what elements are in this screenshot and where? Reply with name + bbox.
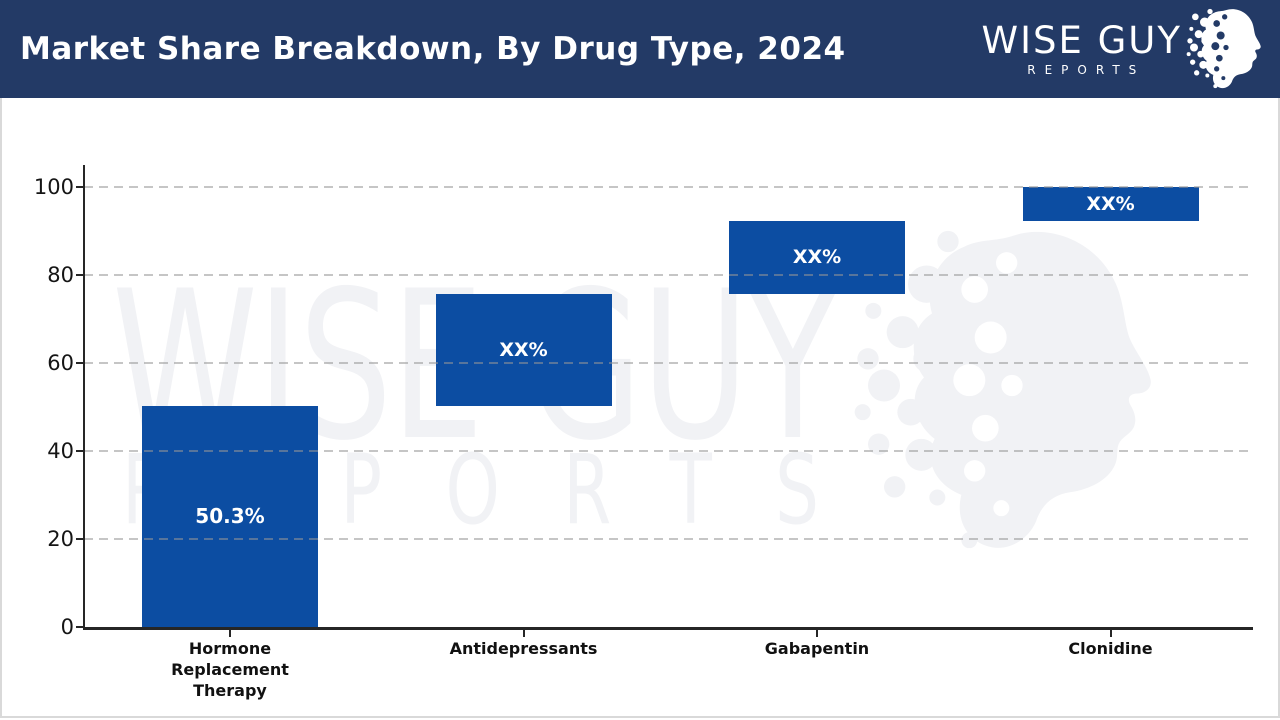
gridline-40 <box>84 450 1253 452</box>
bar-value-label: XX% <box>1086 192 1135 215</box>
brand-name: WISE GUY <box>981 18 1182 62</box>
gridline-60 <box>84 362 1253 364</box>
category-label: Clonidine <box>1068 639 1153 658</box>
x-tick-mark <box>229 630 231 637</box>
y-tick-label: 80 <box>47 263 74 287</box>
bar-value-label: XX% <box>792 246 842 269</box>
x-tick-mark <box>816 630 818 637</box>
left-border <box>0 98 2 718</box>
chart-canvas: WISE GUY REPORTS 50.3% Hormone Replacemen… <box>0 98 1280 720</box>
brand-tagline: REPORTS <box>1027 62 1146 77</box>
head-profile-logo-icon <box>1186 8 1261 88</box>
y-tick-label: 40 <box>47 439 74 463</box>
y-tick-label: 100 <box>33 175 74 199</box>
y-tick-mark <box>76 450 84 452</box>
y-tick-mark <box>76 186 84 188</box>
category-label: Hormone Replacement Therapy <box>171 639 289 701</box>
bar-value-label: 50.3% <box>195 504 265 529</box>
brand-text: WISE GUY REPORTS <box>982 22 1182 77</box>
y-tick-mark <box>76 626 84 628</box>
header: Market Share Breakdown, By Drug Type, 20… <box>0 0 1280 98</box>
x-tick-mark <box>1109 630 1112 637</box>
brand-logo: WISE GUY REPORTS <box>982 6 1266 93</box>
bar-clonidine: XX% <box>1022 187 1199 221</box>
bottom-border <box>0 716 1280 718</box>
y-axis-line <box>83 165 85 629</box>
right-border <box>1278 98 1280 718</box>
gridline-100 <box>84 186 1253 188</box>
x-tick-mark <box>522 630 525 637</box>
y-tick-mark <box>76 274 84 276</box>
category-label: Antidepressants <box>449 639 598 658</box>
gridline-20 <box>84 538 1253 540</box>
y-tick-label: 0 <box>60 615 74 639</box>
y-tick-mark <box>76 362 84 364</box>
y-tick-mark <box>76 538 84 540</box>
x-axis-line <box>83 627 1253 630</box>
bar-antidepressants: XX% <box>435 293 612 406</box>
category-label: Gabapentin <box>764 639 870 658</box>
watermark-head-profile-icon <box>854 230 1151 549</box>
gridline-80 <box>84 274 1253 276</box>
bar-gabapentin: XX% <box>729 220 905 294</box>
y-tick-label: 60 <box>47 351 74 375</box>
page-title: Market Share Breakdown, By Drug Type, 20… <box>20 31 846 67</box>
bar-value-label: XX% <box>499 338 548 361</box>
bar-hormone-replacement-therapy: 50.3% <box>142 405 318 627</box>
y-tick-label: 20 <box>47 527 74 551</box>
